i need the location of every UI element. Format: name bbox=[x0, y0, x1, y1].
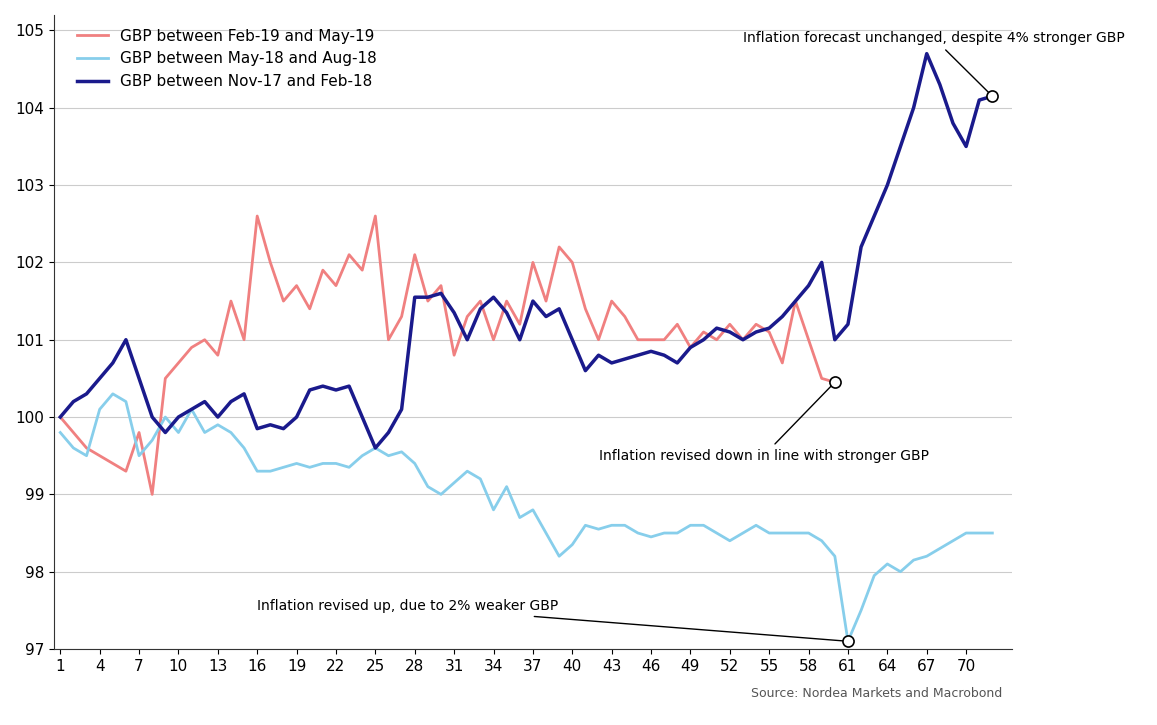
Text: Inflation forecast unchanged, despite 4% stronger GBP: Inflation forecast unchanged, despite 4%… bbox=[743, 31, 1125, 94]
Legend: GBP between Feb-19 and May-19, GBP between May-18 and Aug-18, GBP between Nov-17: GBP between Feb-19 and May-19, GBP betwe… bbox=[71, 22, 383, 95]
Text: Source: Nordea Markets and Macrobond: Source: Nordea Markets and Macrobond bbox=[751, 687, 1002, 700]
Text: Inflation revised up, due to 2% weaker GBP: Inflation revised up, due to 2% weaker G… bbox=[257, 600, 845, 641]
Text: Inflation revised down in line with stronger GBP: Inflation revised down in line with stro… bbox=[598, 384, 929, 463]
